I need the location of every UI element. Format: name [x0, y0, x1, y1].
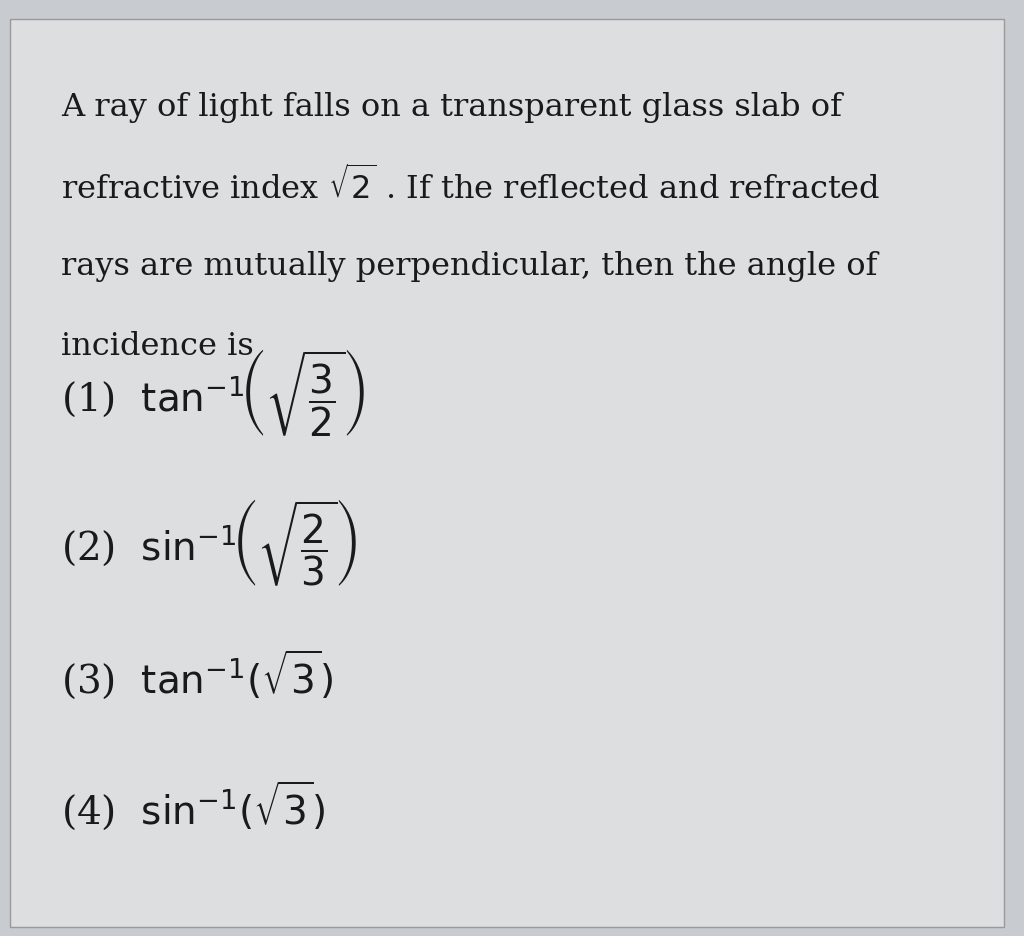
Text: incidence is: incidence is	[61, 330, 254, 362]
Text: (1)  $\mathrm{tan}^{-1}\!\left(\sqrt{\dfrac{3}{2}}\right)$: (1) $\mathrm{tan}^{-1}\!\left(\sqrt{\dfr…	[61, 347, 366, 439]
Text: (2)  $\mathrm{sin}^{-1}\!\left(\sqrt{\dfrac{2}{3}}\right)$: (2) $\mathrm{sin}^{-1}\!\left(\sqrt{\dfr…	[61, 498, 357, 588]
Text: rays are mutually perpendicular, then the angle of: rays are mutually perpendicular, then th…	[61, 251, 878, 283]
Text: A ray of light falls on a transparent glass slab of: A ray of light falls on a transparent gl…	[61, 92, 843, 124]
Text: (4)  $\mathrm{sin}^{-1}(\sqrt{3})$: (4) $\mathrm{sin}^{-1}(\sqrt{3})$	[61, 778, 327, 832]
FancyBboxPatch shape	[10, 19, 1004, 927]
Text: refractive index $\sqrt{2}$ . If the reflected and refracted: refractive index $\sqrt{2}$ . If the ref…	[61, 168, 881, 207]
Text: (3)  $\mathrm{tan}^{-1}(\sqrt{3})$: (3) $\mathrm{tan}^{-1}(\sqrt{3})$	[61, 647, 334, 701]
